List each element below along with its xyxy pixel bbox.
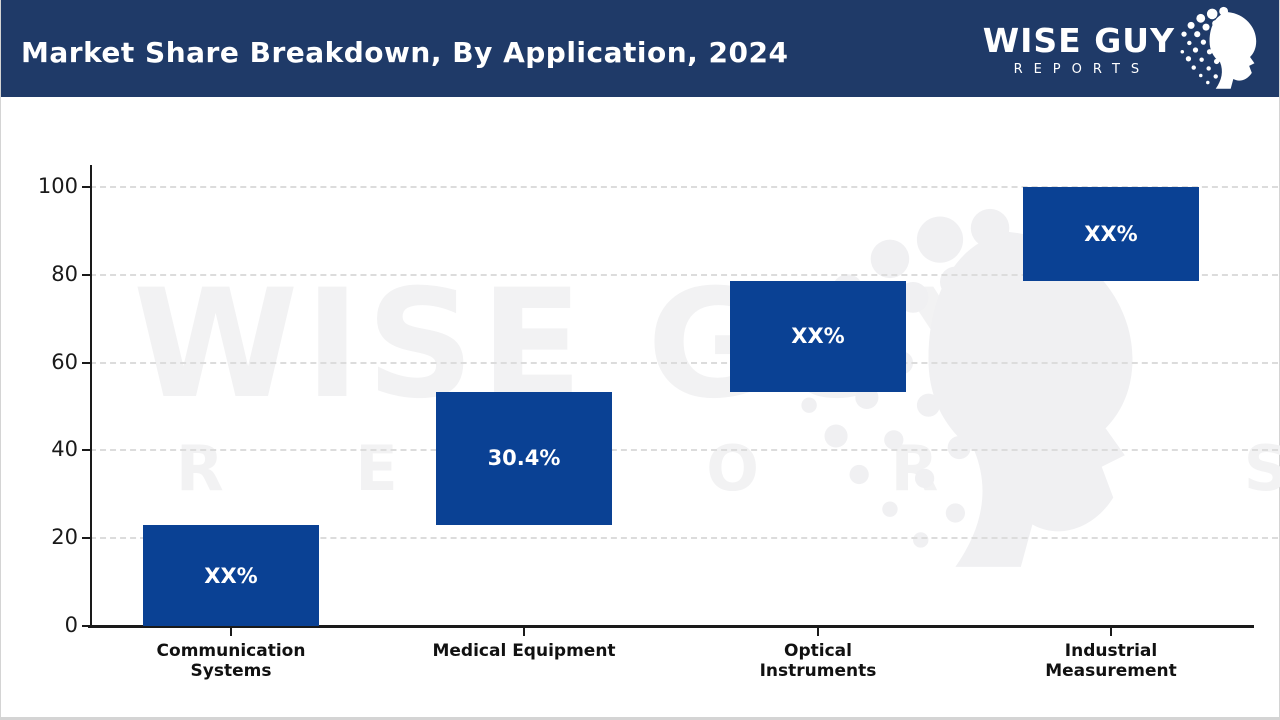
x-tick-mark-3 [1110, 628, 1112, 636]
y-tick-label-40: 40 [51, 437, 78, 462]
y-axis-spine [90, 165, 92, 628]
y-tick-mark-80 [82, 273, 90, 276]
bar-value-label: XX% [791, 324, 845, 349]
bar-value-label: XX% [204, 563, 258, 588]
x-category-label: Communication Systems [156, 641, 306, 681]
brand-subtitle: REPORTS [1013, 61, 1151, 77]
y-tick-label-60: 60 [51, 349, 78, 374]
x-tick-mark-0 [230, 628, 232, 636]
bar-optical-instruments: XX% [730, 280, 906, 392]
gridline-20 [90, 537, 1278, 540]
brand-logo: WISE GUY REPORTS [983, 0, 1265, 97]
x-tick-mark-1 [523, 628, 525, 636]
x-category-label: Industrial Measurement [1045, 641, 1177, 681]
gridline-60 [90, 361, 1278, 364]
y-tick-label-0: 0 [64, 613, 78, 637]
gridline-100 [90, 186, 1278, 188]
gridline-80 [90, 273, 1278, 276]
bar-industrial-measurement: XX% [1023, 187, 1199, 281]
y-tick-mark-40 [82, 449, 90, 452]
y-tick-label-20: 20 [51, 525, 78, 550]
y-tick-label-80: 80 [51, 261, 78, 286]
x-axis-spine [88, 625, 1254, 628]
gridline-40 [90, 449, 1278, 452]
dotted-face-icon [1180, 6, 1257, 89]
x-tick-mark-2 [817, 628, 819, 636]
header-bar: Market Share Breakdown, By Application, … [1, 0, 1279, 97]
bar-communication-systems: XX% [143, 525, 319, 626]
brand-name: WISE GUY [982, 20, 1175, 60]
bar-value-label: XX% [1084, 221, 1138, 246]
y-tick-mark-60 [82, 361, 90, 364]
x-category-label: Optical Instruments [759, 641, 877, 681]
y-tick-mark-20 [82, 537, 90, 540]
y-tick-label-100: 100 [37, 174, 78, 198]
bar-medical-equipment: 30.4% [436, 391, 612, 526]
x-category-label: Medical Equipment [432, 641, 616, 661]
page-title: Market Share Breakdown, By Application, … [21, 36, 789, 69]
bar-value-label: 30.4% [487, 446, 561, 471]
y-tick-mark-100 [82, 186, 90, 188]
brand-logo-text: WISE GUY REPORTS [983, 21, 1175, 77]
y-tick-mark-0 [82, 625, 90, 627]
